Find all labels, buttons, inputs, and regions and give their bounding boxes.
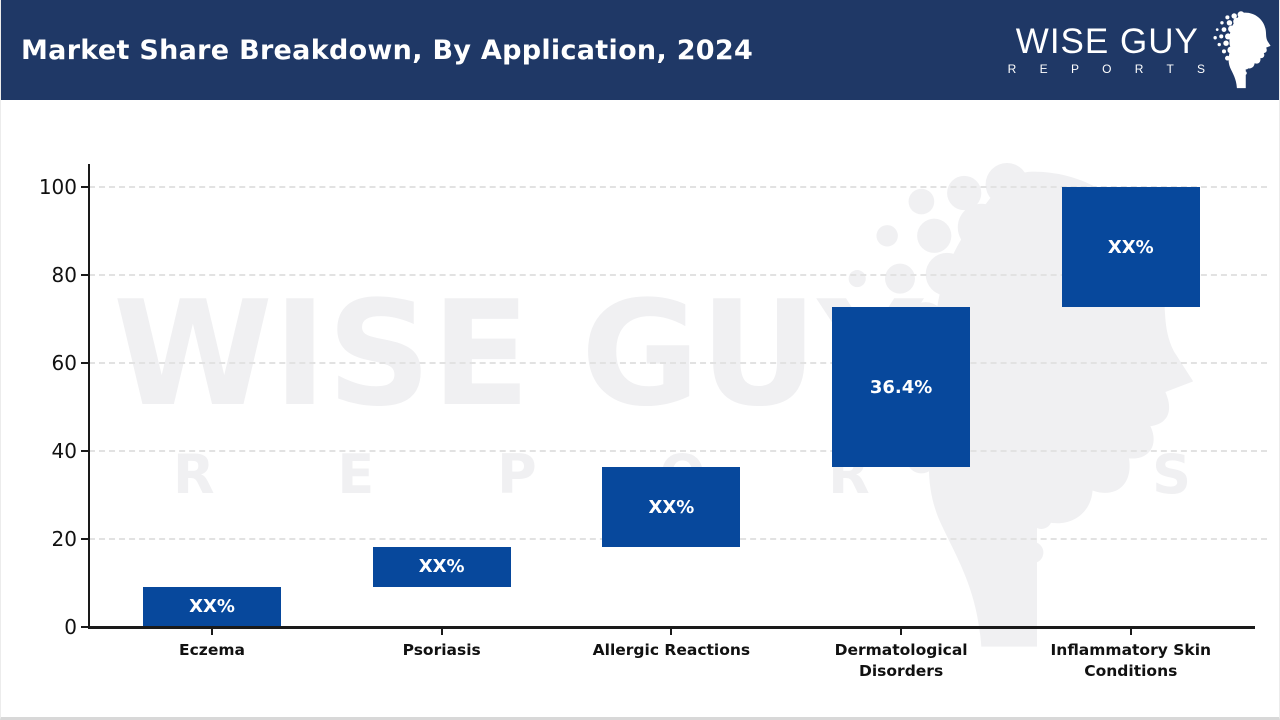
y-tick-mark	[81, 538, 88, 541]
bar-value-label: XX%	[648, 496, 695, 518]
gridline-100	[89, 186, 1267, 189]
y-tick-label: 20	[51, 527, 77, 552]
y-tick-label: 100	[38, 175, 77, 200]
gridline-60	[89, 362, 1267, 365]
logo-face-icon	[1213, 11, 1271, 89]
bar-value-label: 36.4%	[869, 376, 933, 398]
x-axis-spine	[88, 626, 1255, 629]
y-tick-label: 0	[64, 615, 77, 639]
y-tick-mark	[81, 450, 88, 453]
gridline-80	[89, 274, 1267, 277]
y-tick-mark	[81, 626, 88, 628]
x-tick-mark	[670, 629, 673, 635]
category-label: Psoriasis	[402, 641, 481, 659]
x-tick-mark	[900, 629, 903, 635]
bar-allergic-reactions: XX%	[602, 467, 741, 547]
x-tick-mark	[1129, 629, 1132, 635]
bar-value-label: XX%	[189, 596, 235, 618]
bar-eczema: XX%	[143, 586, 281, 627]
y-tick-label: 60	[51, 351, 77, 376]
category-label: Dermatological Disorders	[834, 641, 968, 680]
bar-value-label: XX%	[418, 556, 465, 578]
y-axis-spine	[88, 164, 90, 628]
bar-inflammatory-skin-conditions: XX%	[1061, 187, 1200, 308]
bar-dermatological-disorders: 36.4%	[832, 307, 971, 468]
y-tick-mark	[81, 362, 88, 365]
category-label: Allergic Reactions	[592, 641, 751, 659]
x-tick-mark	[211, 629, 213, 635]
logo-subtitle: R E P O R T S	[1007, 61, 1215, 76]
page-title: Market Share Breakdown, By Application, …	[21, 34, 754, 66]
y-tick-label: 40	[51, 439, 77, 464]
gridline-40	[89, 450, 1267, 453]
y-tick-mark	[81, 186, 88, 189]
category-label: Inflammatory Skin Conditions	[1050, 641, 1212, 680]
category-label: Eczema	[179, 641, 245, 659]
y-tick-mark	[81, 274, 88, 277]
y-tick-label: 80	[51, 263, 77, 288]
wise-guy-logo: WISE GUY R E P O R T S	[1000, 5, 1275, 95]
logo-name: WISE GUY	[1015, 22, 1199, 62]
x-tick-mark	[440, 629, 443, 635]
header: Market Share Breakdown, By Application, …	[1, 0, 1279, 100]
bar-value-label: XX%	[1107, 236, 1154, 258]
watermark-line1: WISE GUY	[113, 270, 923, 439]
logo-wordmark: WISE GUY R E P O R T S	[1000, 22, 1215, 76]
bar-psoriasis: XX%	[372, 546, 511, 587]
